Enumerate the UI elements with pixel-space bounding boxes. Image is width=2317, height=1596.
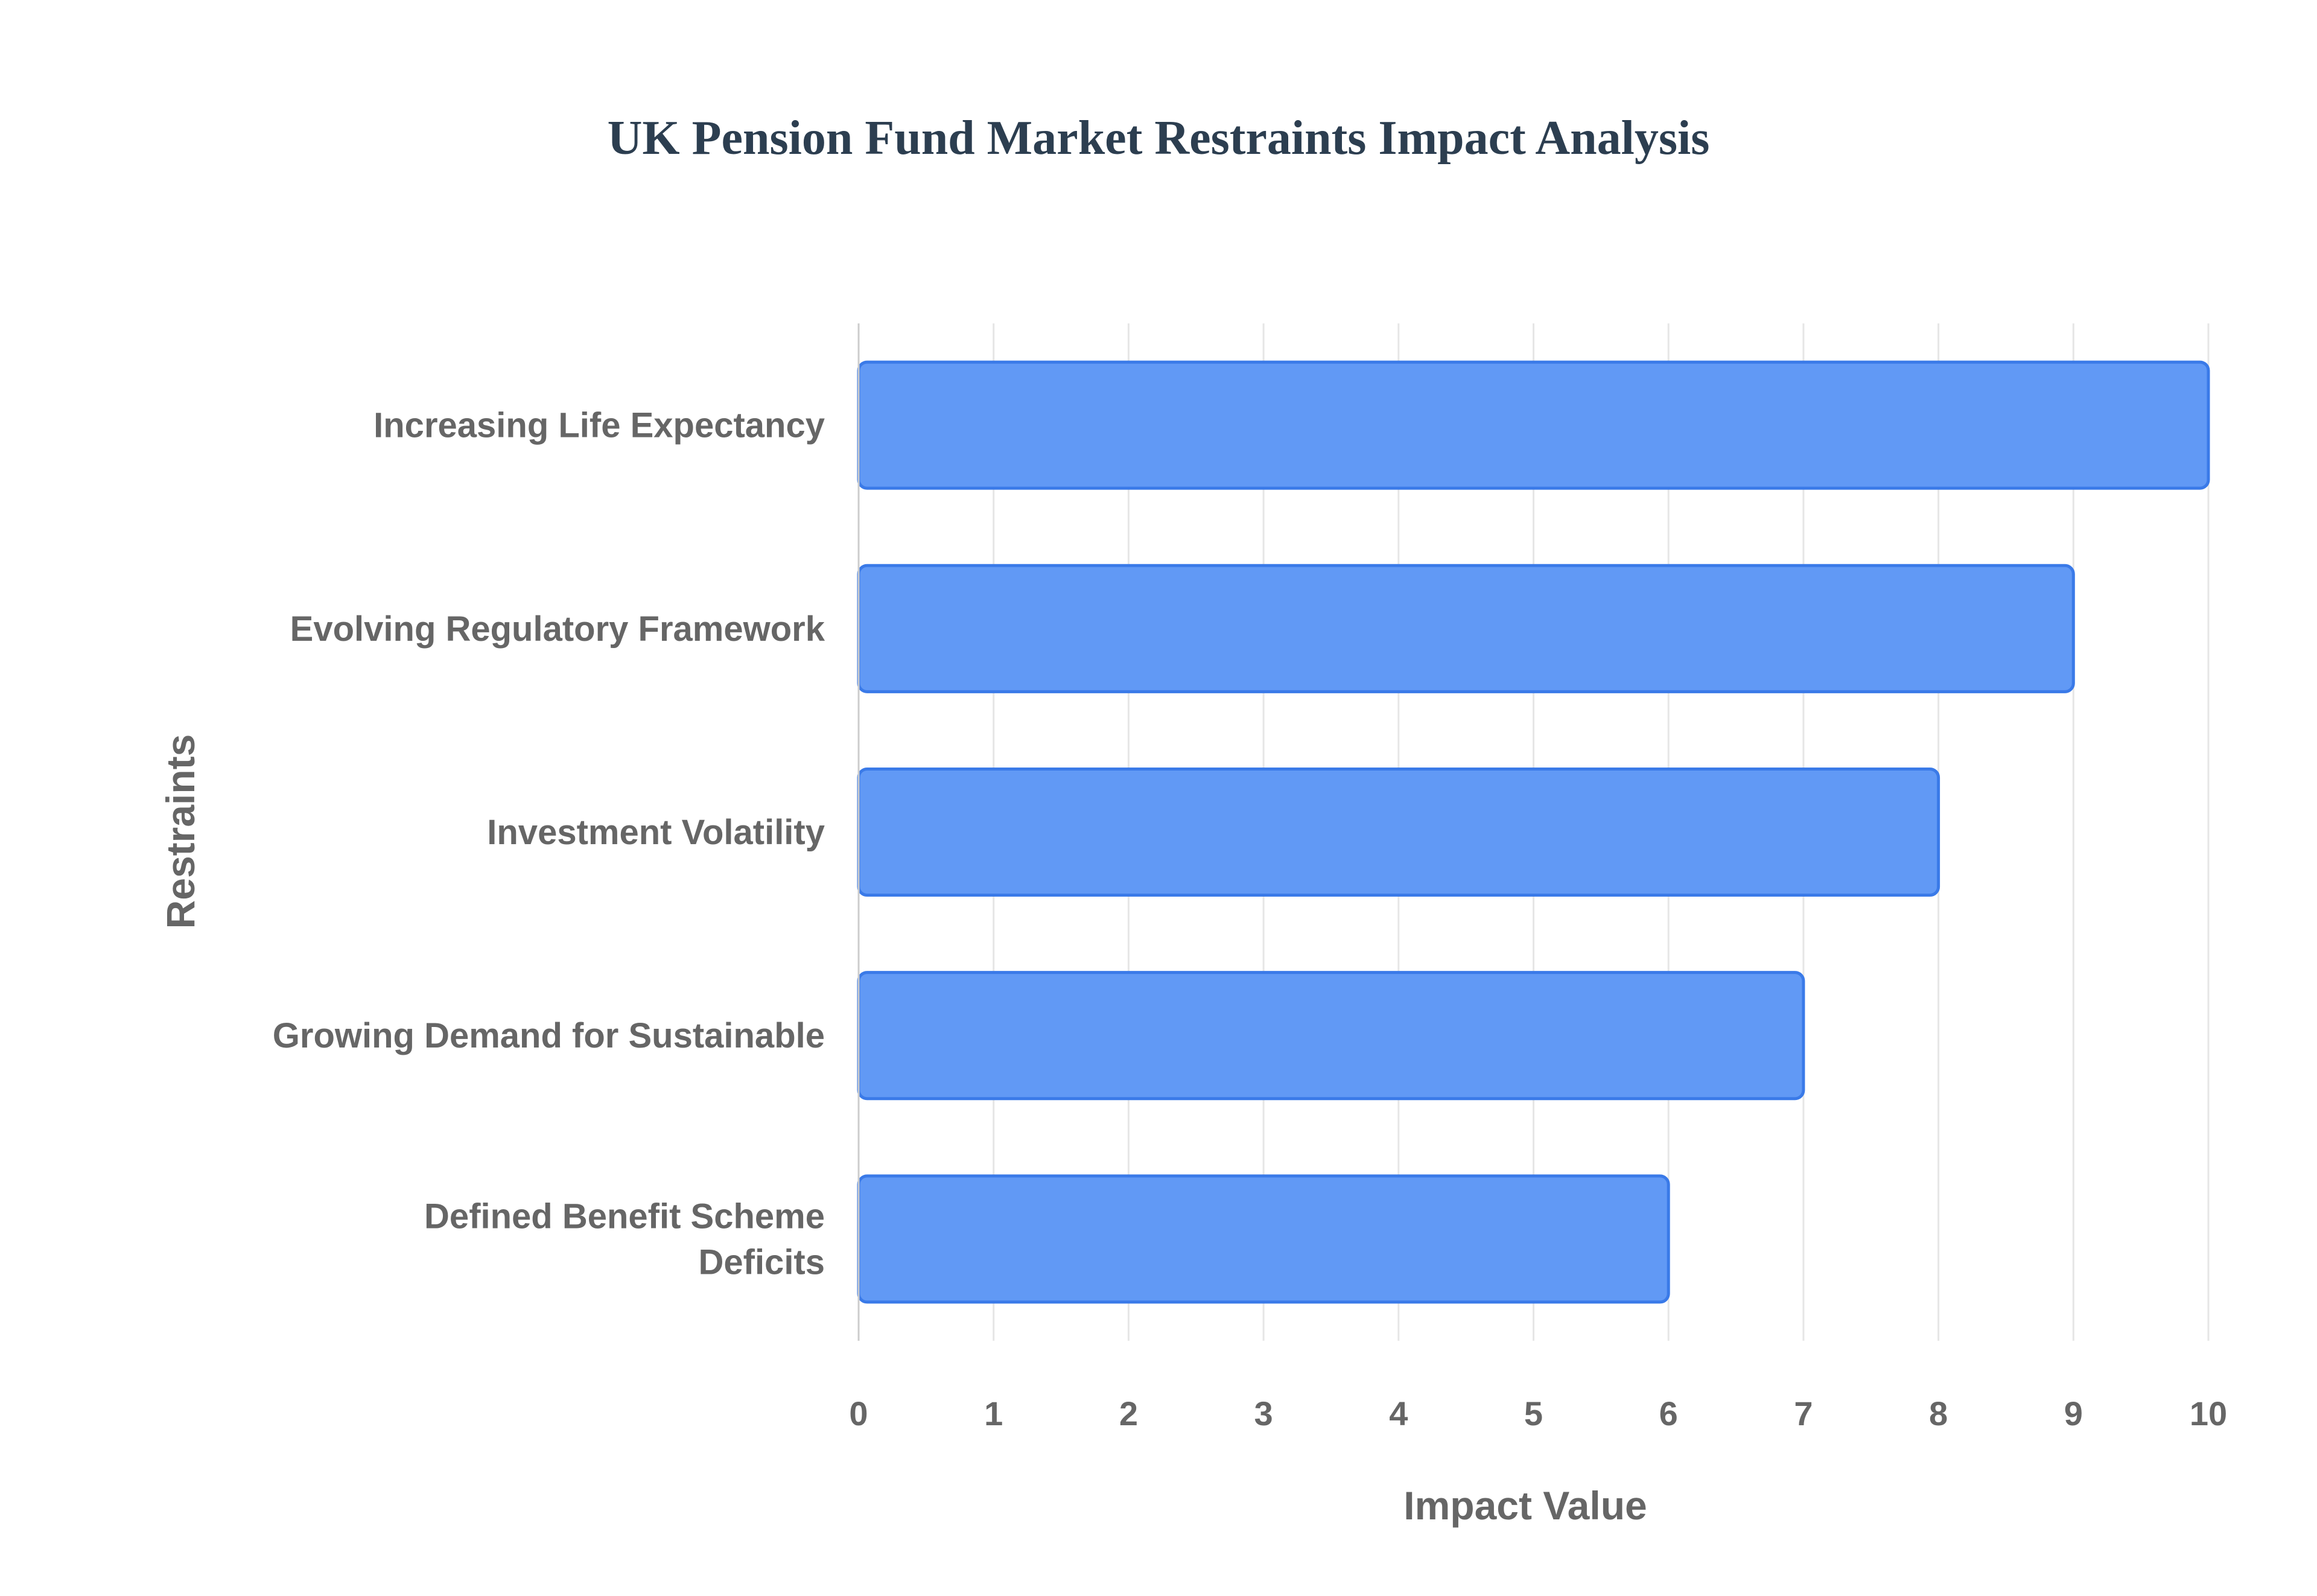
bar-3 <box>857 767 1940 897</box>
x-tick-0: 0 <box>849 1394 868 1432</box>
chart-title: UK Pension Fund Market Restraints Impact… <box>608 112 1710 165</box>
bar-5 <box>857 1174 1670 1304</box>
x-tick-10: 10 <box>2190 1394 2227 1432</box>
x-tick-labels: 0 1 2 3 4 5 6 7 8 9 10 <box>849 1394 2227 1432</box>
category-label-5-line-1: Defined Benefit Scheme <box>424 1197 825 1236</box>
x-axis-title: Impact Value <box>1403 1483 1647 1528</box>
bar-4 <box>857 971 1805 1101</box>
category-label-3: Investment Volatility <box>487 813 825 852</box>
category-labels: Increasing Life Expectancy Evolving Regul… <box>273 406 825 1282</box>
x-tick-6: 6 <box>1659 1394 1678 1432</box>
bar-2 <box>857 564 2075 693</box>
category-label-1: Increasing Life Expectancy <box>373 406 825 445</box>
x-tick-5: 5 <box>1524 1394 1543 1432</box>
x-tick-4: 4 <box>1389 1394 1408 1432</box>
x-tick-9: 9 <box>2064 1394 2083 1432</box>
category-label-5-line-2: Deficits <box>698 1242 825 1282</box>
category-label-2: Evolving Regulatory Framework <box>290 609 825 649</box>
bar-1 <box>857 360 2210 490</box>
x-tick-8: 8 <box>1929 1394 1948 1432</box>
x-tick-2: 2 <box>1119 1394 1138 1432</box>
x-tick-7: 7 <box>1794 1394 1813 1432</box>
category-label-4: Growing Demand for Sustainable <box>273 1016 825 1055</box>
bars <box>857 360 2210 1304</box>
y-axis-title: Restraints <box>158 734 203 929</box>
x-tick-1: 1 <box>984 1394 1003 1432</box>
x-tick-3: 3 <box>1254 1394 1273 1432</box>
